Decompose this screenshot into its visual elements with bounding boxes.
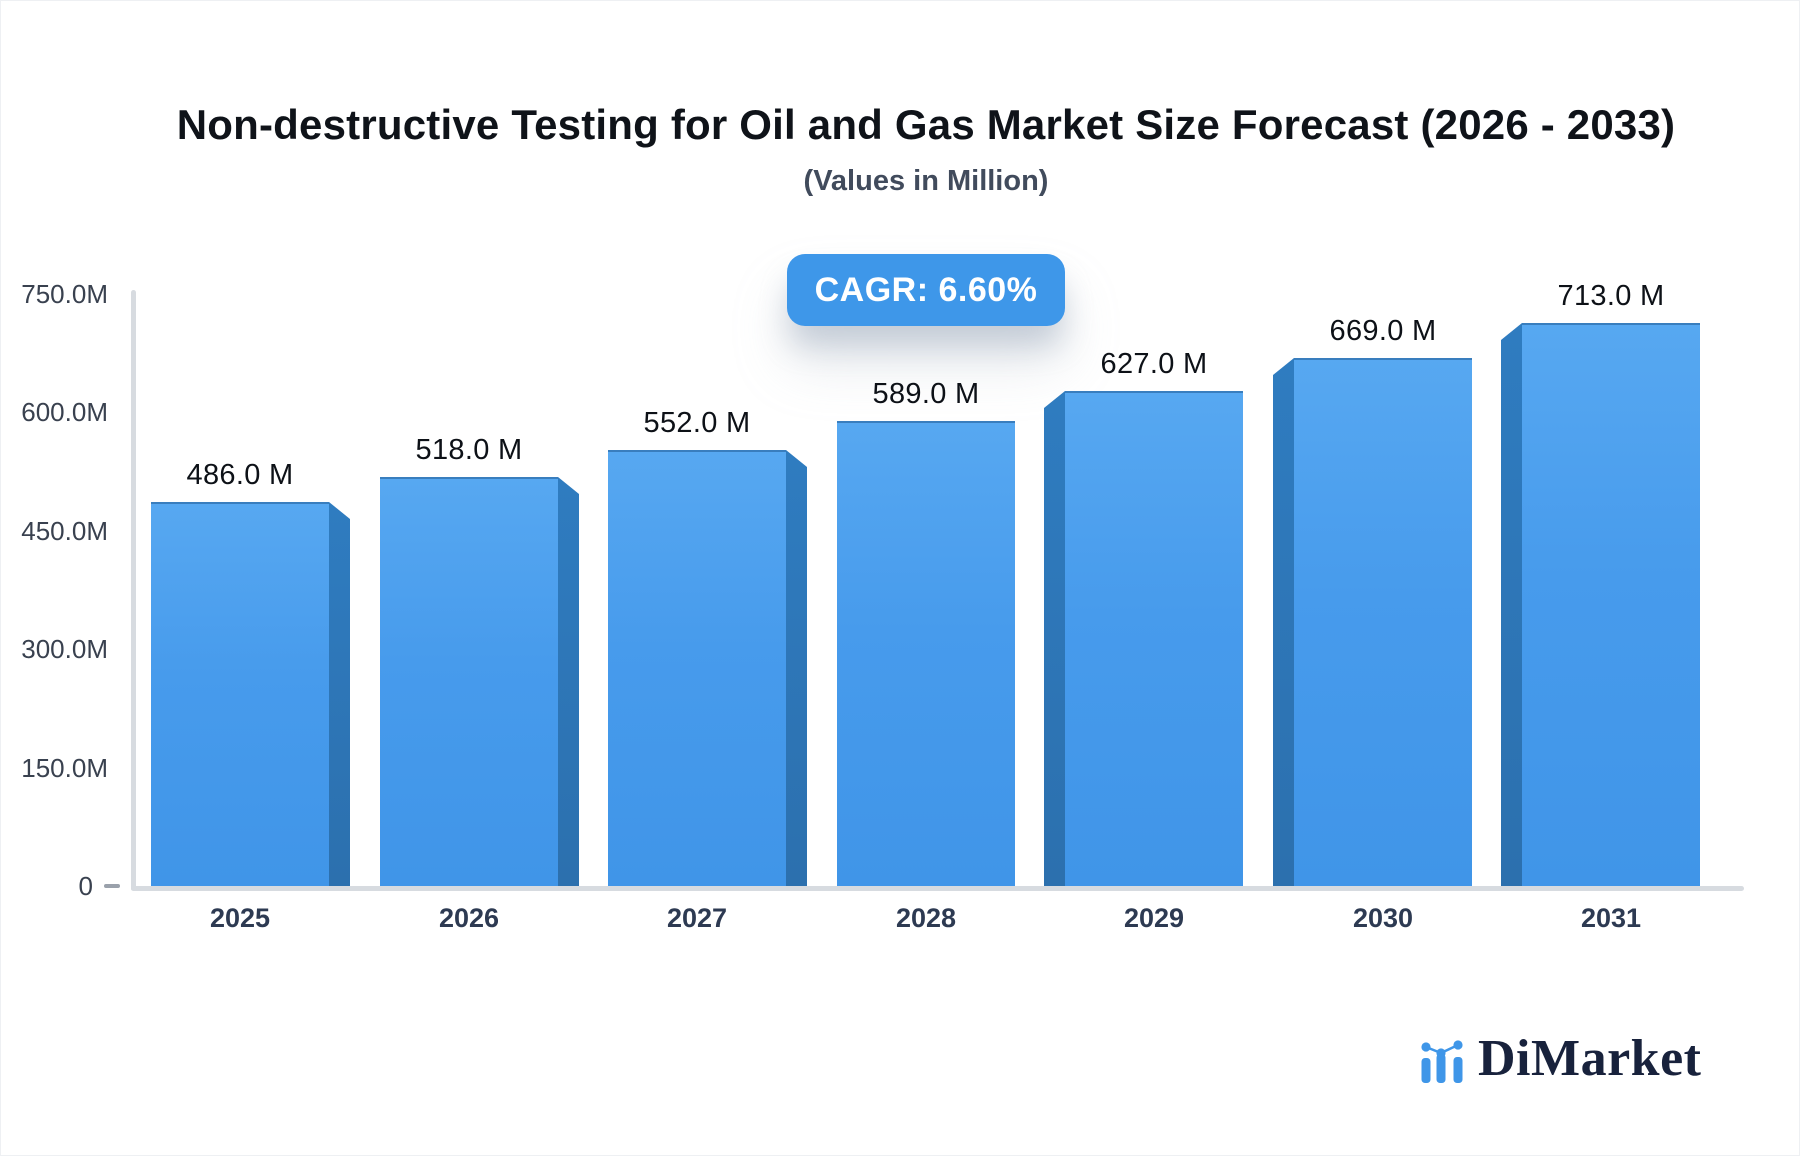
bar-value-label-2025: 486.0 M xyxy=(186,459,294,491)
bar-2026 xyxy=(380,477,558,886)
y-axis-line xyxy=(131,290,136,891)
y-tick-label-450.0M: 450.0M xyxy=(21,516,108,546)
bar-value-label-2030: 669.0 M xyxy=(1329,315,1437,347)
y-tick-label-0: 0 xyxy=(78,871,93,901)
y-tick-label-750.0M: 750.0M xyxy=(21,279,108,309)
bar-side-face-2030 xyxy=(1273,358,1294,886)
brand-name: DiMarket xyxy=(1478,1030,1702,1087)
bar-side-face-2029 xyxy=(1044,391,1065,886)
bar-2029 xyxy=(1065,391,1243,886)
x-axis-label-2027: 2027 xyxy=(666,903,728,933)
x-axis-label-2030: 2030 xyxy=(1352,903,1414,933)
bar-2028 xyxy=(837,421,1015,886)
x-axis-label-2026: 2026 xyxy=(438,903,500,933)
bar-value-label-2026: 518.0 M xyxy=(415,434,523,466)
y-tick-label-300.0M: 300.0M xyxy=(21,634,108,664)
bar-value-label-2027: 552.0 M xyxy=(643,407,751,439)
y-tick-label-150.0M: 150.0M xyxy=(21,753,108,783)
bar-value-label-2028: 589.0 M xyxy=(872,378,980,410)
chart-title: Non-destructive Testing for Oil and Gas … xyxy=(176,101,1676,148)
bar-2027 xyxy=(608,450,786,886)
x-axis-label-2031: 2031 xyxy=(1580,903,1642,933)
bar-2030 xyxy=(1294,358,1472,886)
x-axis-line xyxy=(131,886,1744,891)
cagr-badge-label: CAGR: 6.60% xyxy=(814,270,1038,309)
x-axis-label-2028: 2028 xyxy=(895,903,957,933)
y-tick-label-600.0M: 600.0M xyxy=(21,397,108,427)
bar-value-label-2031: 713.0 M xyxy=(1557,280,1665,312)
bar-side-face-2031 xyxy=(1501,323,1522,886)
bar-side-face-2025 xyxy=(329,502,350,886)
bar-2031 xyxy=(1522,323,1700,886)
chart-subtitle: (Values in Million) xyxy=(803,165,1049,197)
bar-side-face-2027 xyxy=(786,450,807,886)
brand-logo: DiMarket xyxy=(1419,1033,1701,1085)
bar-2025 xyxy=(151,502,329,886)
x-axis-label-2025: 2025 xyxy=(209,903,271,933)
bar-side-face-2026 xyxy=(558,477,579,886)
mini-bar-chart-icon xyxy=(1421,1040,1463,1083)
zero-tick-mark xyxy=(104,884,120,888)
x-axis-label-2029: 2029 xyxy=(1123,903,1185,933)
cagr-badge: CAGR: 6.60% xyxy=(787,254,1065,326)
bar-value-label-2029: 627.0 M xyxy=(1100,348,1208,380)
